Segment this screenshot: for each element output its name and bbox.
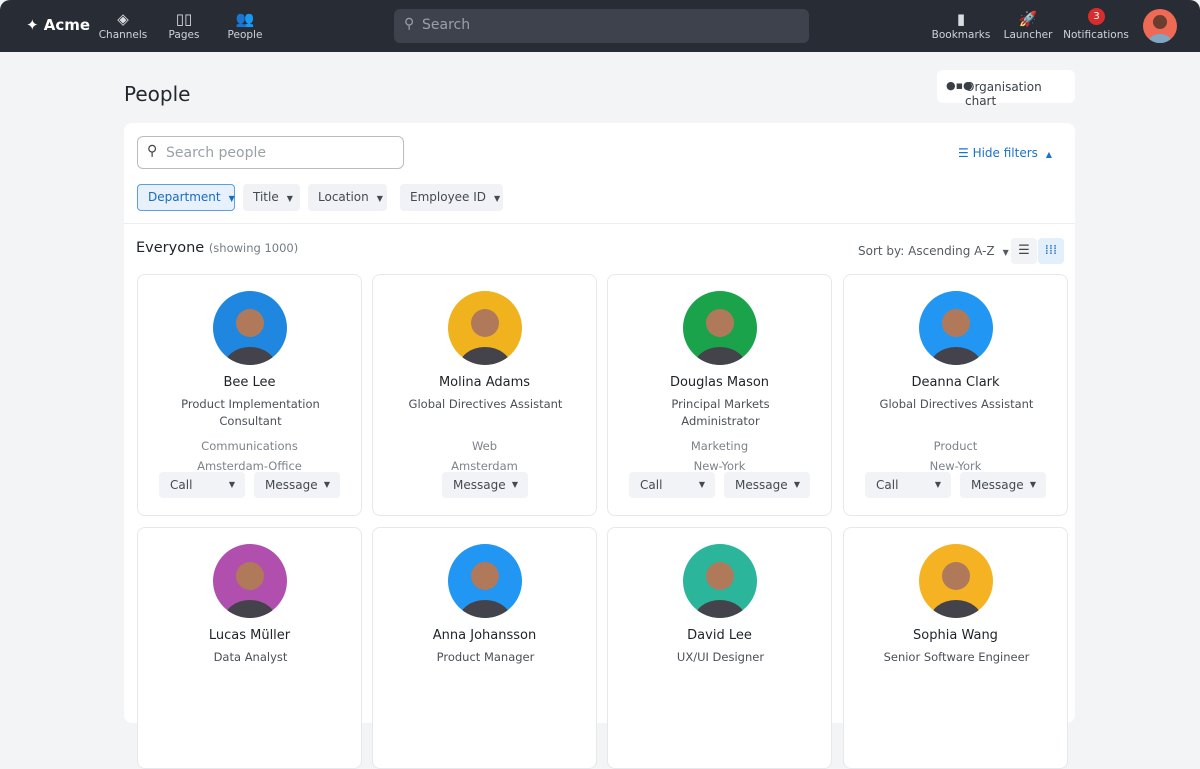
search-icon: ⚲ [147, 143, 158, 159]
caret-down-icon: ▼ [1002, 248, 1009, 257]
search-icon: ⚲ [404, 16, 415, 32]
caret-down-icon: ▼ [934, 480, 941, 489]
caret-up-icon: ▲ [1045, 150, 1053, 159]
person-department: Communications [201, 439, 298, 453]
person-avatar [213, 544, 287, 618]
person-title: Global Directives Assistant [408, 397, 563, 411]
person-avatar [448, 291, 522, 365]
person-avatar [683, 291, 757, 365]
top-nav: ✦ Acme ◈ Channels ▯▯ Pages 👥 People ⚲ Search… [0, 0, 1200, 52]
person-card[interactable]: Anna Johansson Product Manager [372, 527, 597, 769]
person-name[interactable]: Deanna Clark [911, 375, 1000, 390]
person-name[interactable]: Anna Johansson [432, 628, 537, 643]
person-avatar [213, 291, 287, 365]
call-button[interactable]: Call ▼ [159, 472, 245, 498]
caret-down-icon: ▼ [494, 194, 501, 203]
person-title: Senior Software Engineer [883, 650, 1030, 664]
person-card[interactable]: Lucas Müller Data Analyst [137, 527, 362, 769]
person-card[interactable]: Sophia Wang Senior Software Engineer [843, 527, 1068, 769]
caret-down-icon: ▼ [511, 480, 518, 489]
message-button[interactable]: Message ▼ [442, 472, 528, 498]
sort-dropdown[interactable]: Sort by: Ascending A-Z ▼ [858, 244, 1009, 258]
global-search-input[interactable]: ⚲ Search [394, 9, 809, 43]
caret-down-icon: ▼ [793, 480, 800, 489]
divider [124, 223, 1075, 224]
filter-location[interactable]: Location ▼ [308, 184, 387, 211]
person-title: Global Directives Assistant [879, 397, 1034, 411]
filter-department[interactable]: Department ▼ [137, 184, 235, 211]
caret-down-icon: ▼ [228, 194, 235, 203]
message-button[interactable]: Message ▼ [960, 472, 1046, 498]
org-chart-icon: ●▪● [946, 79, 973, 92]
rocket-icon: 🚀 [1018, 10, 1038, 28]
caret-down-icon: ▼ [228, 480, 235, 489]
notification-badge: 3 [1088, 8, 1105, 25]
person-card[interactable]: Molina Adams Global Directives Assistant… [372, 274, 597, 516]
nav-pages[interactable]: ▯▯ Pages [149, 9, 219, 41]
org-chart-button[interactable]: ●▪● Organisation chart [937, 70, 1075, 108]
person-title: Product Implementation Consultant [181, 397, 320, 428]
person-avatar [448, 544, 522, 618]
caret-down-icon: ▼ [376, 194, 383, 203]
person-name[interactable]: Bee Lee [223, 375, 276, 390]
person-department: Marketing [690, 439, 749, 453]
call-button[interactable]: Call ▼ [865, 472, 951, 498]
nav-notifications[interactable]: 3 Notifications [1061, 8, 1131, 41]
nav-people[interactable]: 👥 People [210, 9, 280, 41]
nav-launcher[interactable]: 🚀 Launcher [993, 9, 1063, 41]
person-name[interactable]: Lucas Müller [208, 628, 291, 643]
person-location: New-York [929, 459, 982, 473]
person-title: UX/UI Designer [676, 650, 765, 664]
person-title: Data Analyst [213, 650, 288, 664]
person-card[interactable]: Douglas Mason Principal Markets Administ… [607, 274, 832, 516]
message-button[interactable]: Message ▼ [724, 472, 810, 498]
person-card[interactable]: Deanna Clark Global Directives Assistant… [843, 274, 1068, 516]
people-search-input[interactable]: ⚲ Search people [137, 136, 404, 169]
person-department: Web [471, 439, 498, 453]
page-title: People [124, 82, 191, 106]
caret-down-icon: ▼ [1029, 480, 1036, 489]
layers-icon: ◈ [117, 10, 129, 28]
message-button[interactable]: Message ▼ [254, 472, 340, 498]
caret-down-icon: ▼ [698, 480, 705, 489]
hide-filters-button[interactable]: ☰ Hide filters ▲ [958, 146, 1053, 160]
people-icon: 👥 [235, 10, 255, 28]
brand-logo[interactable]: ✦ Acme [26, 16, 91, 34]
filter-icon: ☰ [958, 146, 973, 160]
bookmark-icon: ▮ [956, 10, 966, 28]
person-department: Product [933, 439, 978, 453]
person-location: Amsterdam [451, 459, 518, 473]
person-name[interactable]: Sophia Wang [913, 628, 998, 643]
person-name[interactable]: David Lee [687, 628, 752, 643]
person-card[interactable]: David Lee UX/UI Designer [607, 527, 832, 769]
user-avatar[interactable] [1143, 9, 1177, 43]
list-heading: Everyone (showing 1000) [136, 240, 299, 256]
person-location: New-York [693, 459, 746, 473]
person-avatar [919, 291, 993, 365]
caret-down-icon: ▼ [286, 194, 293, 203]
person-name[interactable]: Molina Adams [438, 375, 531, 390]
list-icon: ☰ [1018, 243, 1030, 258]
person-title: Principal Markets Administrator [671, 397, 770, 428]
person-title: Product Manager [436, 650, 535, 664]
filter-title[interactable]: Title ▼ [243, 184, 300, 211]
call-button[interactable]: Call ▼ [629, 472, 715, 498]
person-location: Amsterdam-Office [197, 459, 302, 473]
person-avatar [683, 544, 757, 618]
person-name[interactable]: Douglas Mason [669, 375, 770, 390]
people-panel: ⚲ Search people ☰ Hide filters ▲ Departmen… [124, 123, 1075, 769]
person-avatar [919, 544, 993, 618]
book-icon: ▯▯ [175, 10, 193, 28]
list-view-button[interactable]: ☰ [1011, 238, 1037, 264]
caret-down-icon: ▼ [323, 480, 330, 489]
filter-employee-id[interactable]: Employee ID ▼ [400, 184, 503, 211]
nav-channels[interactable]: ◈ Channels [88, 9, 158, 41]
grid-icon: ⁞⁞⁞ [1044, 243, 1058, 258]
nav-bookmarks[interactable]: ▮ Bookmarks [926, 9, 996, 41]
grid-view-button[interactable]: ⁞⁞⁞ [1038, 238, 1064, 264]
person-card[interactable]: Bee Lee Product Implementation Consultan… [137, 274, 362, 516]
